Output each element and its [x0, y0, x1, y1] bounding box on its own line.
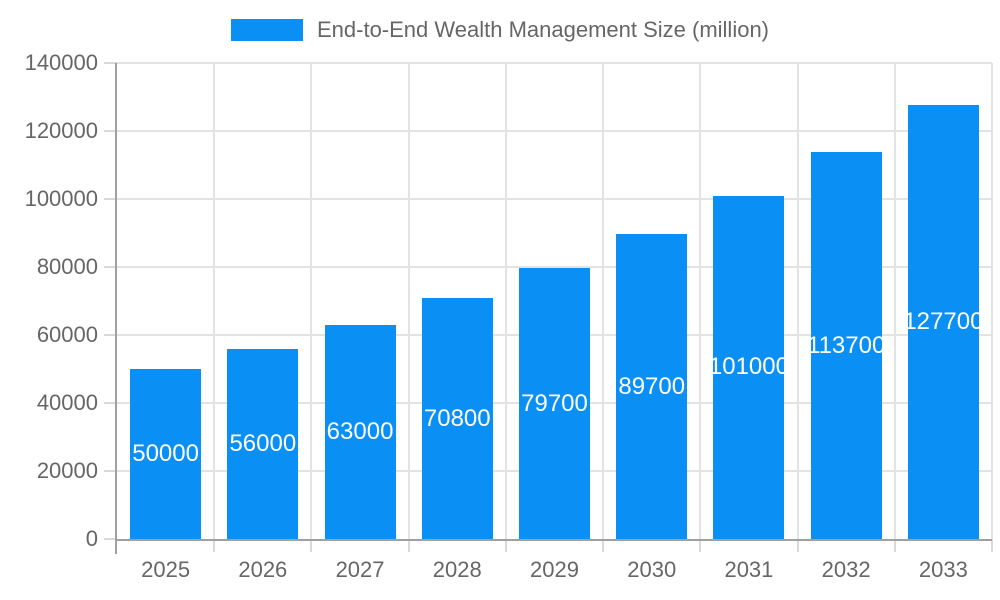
legend-label: End-to-End Wealth Management Size (milli… — [316, 17, 770, 42]
x-axis-tick-mark — [310, 539, 313, 552]
y-axis-tick-label: 120000 — [24, 118, 98, 143]
y-gridline — [117, 130, 992, 132]
y-axis-tick-mark — [104, 470, 117, 472]
bar-value-label: 113700 — [807, 331, 886, 359]
bar-2032[interactable] — [810, 152, 882, 539]
bar-value-label: 79700 — [521, 389, 588, 417]
x-gridline — [699, 63, 702, 539]
bar-2029[interactable] — [519, 268, 590, 539]
bar-value-label: 50000 — [132, 440, 199, 467]
y-axis-tick-mark — [104, 130, 117, 132]
legend-item[interactable]: End-to-End Wealth Management Size (milli… — [0, 17, 1000, 43]
x-axis-tick-mark — [893, 539, 896, 552]
x-axis-tick-label: 2033 — [918, 557, 968, 582]
y-axis-tick-label: 60000 — [36, 322, 98, 347]
y-axis-tick-label: 20000 — [36, 458, 98, 483]
bar-2033[interactable] — [907, 104, 979, 539]
x-gridline — [407, 63, 410, 539]
x-axis-tick-label: 2025 — [141, 557, 191, 582]
bar-2025[interactable] — [130, 369, 202, 539]
y-axis-tick-label: 40000 — [36, 390, 98, 415]
y-axis-tick-mark — [104, 198, 117, 200]
bar-2030[interactable] — [616, 234, 688, 539]
x-axis-tick-mark — [407, 539, 410, 552]
x-axis-line — [117, 539, 992, 541]
x-gridline — [310, 63, 313, 539]
bar-2027[interactable] — [324, 324, 396, 539]
y-axis-tick-mark — [104, 62, 117, 64]
bar-value-label: 101000 — [708, 353, 789, 381]
x-axis-tick-label: 2032 — [821, 557, 871, 582]
y-axis-tick-label: 140000 — [24, 50, 98, 75]
legend-swatch — [230, 19, 303, 41]
y-axis-tick-mark — [104, 402, 117, 404]
y-gridline — [117, 198, 992, 200]
x-axis-tick-mark — [699, 539, 702, 552]
y-axis-tick-mark — [104, 266, 117, 268]
bar-2031[interactable] — [713, 195, 785, 539]
x-gridline — [893, 63, 896, 539]
x-axis-tick-mark — [504, 539, 507, 552]
bar-value-label: 70800 — [423, 404, 491, 432]
x-axis-tick-mark — [602, 539, 605, 552]
y-axis-tick-mark — [104, 334, 117, 336]
x-axis-tick-label: 2026 — [238, 557, 288, 582]
x-axis-tick-label: 2027 — [335, 557, 385, 582]
x-axis-tick-mark — [991, 539, 993, 552]
x-gridline — [213, 63, 216, 539]
y-axis-tick-label: 100000 — [24, 186, 98, 211]
x-gridline — [991, 63, 993, 539]
x-gridline — [796, 63, 799, 539]
x-gridline — [504, 63, 507, 539]
y-axis-line — [115, 63, 117, 554]
x-gridline — [602, 63, 605, 539]
x-axis-tick-mark — [213, 539, 216, 552]
x-axis-tick-label: 2029 — [530, 557, 579, 582]
bar-value-label: 63000 — [326, 417, 394, 445]
y-axis-tick-label: 0 — [85, 526, 98, 551]
x-axis-tick-label: 2028 — [432, 557, 482, 582]
x-axis-tick-mark — [796, 539, 799, 552]
y-axis-tick-label: 80000 — [36, 254, 98, 279]
x-axis-tick-label: 2030 — [627, 557, 677, 582]
bar-value-label: 89700 — [618, 372, 686, 400]
bar-value-label: 56000 — [229, 429, 297, 457]
y-gridline — [117, 266, 992, 268]
y-gridline — [117, 62, 992, 64]
bar-value-label: 127700 — [903, 307, 984, 335]
y-axis-tick-mark — [104, 538, 117, 540]
bar-2026[interactable] — [227, 348, 299, 539]
x-axis-tick-label: 2031 — [724, 557, 774, 582]
bar-2028[interactable] — [421, 298, 493, 539]
